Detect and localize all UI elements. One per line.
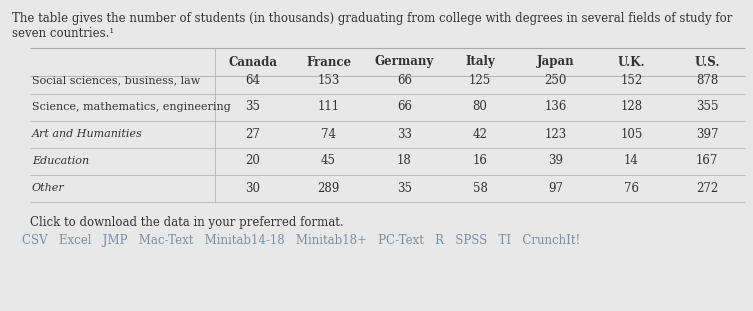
Text: Art and Humanities: Art and Humanities (32, 129, 143, 139)
Text: U.S.: U.S. (694, 55, 720, 68)
Text: 39: 39 (548, 155, 563, 168)
Text: Italy: Italy (465, 55, 495, 68)
Text: 35: 35 (245, 100, 261, 114)
Text: 16: 16 (473, 155, 487, 168)
Text: 97: 97 (548, 182, 563, 194)
Text: 136: 136 (544, 100, 567, 114)
Text: The table gives the number of students (in thousands) graduating from college wi: The table gives the number of students (… (12, 12, 733, 25)
Text: Other: Other (32, 183, 65, 193)
Text: 105: 105 (620, 128, 642, 141)
Text: 66: 66 (397, 100, 412, 114)
Text: 33: 33 (397, 128, 412, 141)
Text: Science, mathematics, engineering: Science, mathematics, engineering (32, 102, 230, 112)
Text: 125: 125 (469, 73, 491, 86)
Text: 30: 30 (245, 182, 261, 194)
Text: 397: 397 (696, 128, 718, 141)
Text: Social sciences, business, law: Social sciences, business, law (32, 75, 200, 85)
Text: seven countries.¹: seven countries.¹ (12, 27, 114, 40)
Text: 289: 289 (318, 182, 340, 194)
Text: 18: 18 (397, 155, 412, 168)
Text: 80: 80 (473, 100, 487, 114)
Text: 64: 64 (245, 73, 261, 86)
Text: CSV   Excel   JMP   Mac-Text   Minitab14-18   Minitab18+   PC-Text   R   SPSS   : CSV Excel JMP Mac-Text Minitab14-18 Mini… (22, 234, 581, 247)
Text: 66: 66 (397, 73, 412, 86)
Text: Click to download the data in your preferred format.: Click to download the data in your prefe… (30, 216, 343, 229)
Text: 45: 45 (321, 155, 336, 168)
Text: U.K.: U.K. (617, 55, 645, 68)
Text: 20: 20 (245, 155, 261, 168)
Text: 42: 42 (473, 128, 487, 141)
Text: 76: 76 (624, 182, 639, 194)
Text: Education: Education (32, 156, 89, 166)
Text: Japan: Japan (537, 55, 575, 68)
Text: 153: 153 (317, 73, 340, 86)
Text: 74: 74 (321, 128, 336, 141)
Text: 111: 111 (318, 100, 340, 114)
Text: 250: 250 (544, 73, 567, 86)
Text: Canada: Canada (228, 55, 277, 68)
Text: 27: 27 (245, 128, 261, 141)
Text: 123: 123 (544, 128, 567, 141)
Text: 58: 58 (473, 182, 487, 194)
Text: 878: 878 (696, 73, 718, 86)
Text: 355: 355 (696, 100, 718, 114)
Text: 14: 14 (624, 155, 639, 168)
Text: 128: 128 (620, 100, 642, 114)
Text: 272: 272 (696, 182, 718, 194)
Text: 152: 152 (620, 73, 642, 86)
Text: 35: 35 (397, 182, 412, 194)
Text: Germany: Germany (375, 55, 434, 68)
Text: 167: 167 (696, 155, 718, 168)
Text: France: France (306, 55, 351, 68)
